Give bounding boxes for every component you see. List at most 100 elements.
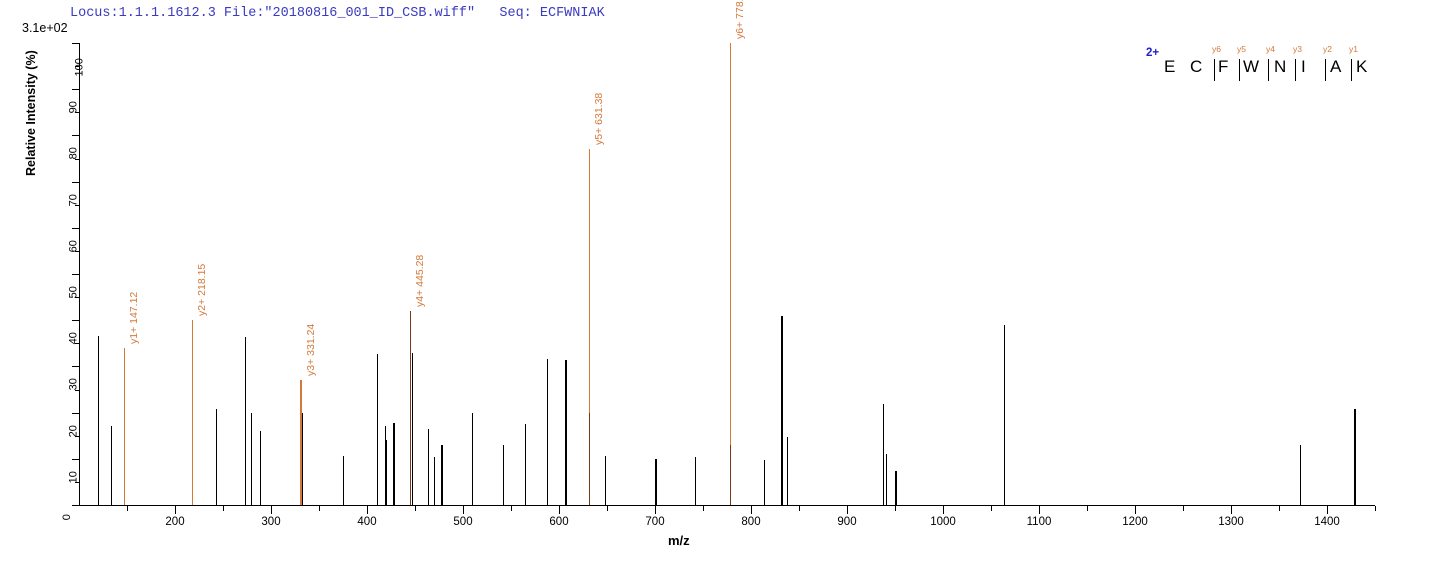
ion-cleavage-tick-y5 [1239, 59, 1240, 81]
y-tick-30 [72, 366, 79, 368]
peak-bar [441, 444, 443, 505]
y-minor-tick [75, 481, 79, 483]
peak-bar [411, 352, 413, 505]
y-tick-50 [72, 274, 79, 275]
y-minor-tick [75, 435, 79, 437]
ion-label-y3: y3 [1293, 44, 1302, 54]
x-minor-tick [607, 506, 608, 511]
x-tick-label-1200: 1200 [1122, 516, 1148, 528]
x-minor-tick [1375, 506, 1376, 511]
x-minor-tick [319, 506, 320, 511]
x-tick-1000 [943, 506, 944, 514]
x-tick-500 [463, 506, 464, 514]
peak-bar [781, 315, 783, 505]
residue-E-1: E [1164, 57, 1176, 76]
ion-cleavage-tick-y4 [1268, 59, 1269, 81]
x-tick-label-1000: 1000 [930, 516, 956, 528]
peak-bar [1299, 444, 1301, 505]
peak-bar [386, 440, 388, 505]
x-tick-300 [271, 506, 272, 514]
peak-bar [377, 353, 379, 505]
x-minor-tick [799, 506, 800, 511]
x-minor-tick [223, 506, 224, 511]
peak-label: y2+ 218.15 [196, 263, 209, 317]
peak-bar-matched [729, 444, 732, 505]
annotation-stem [300, 380, 302, 505]
x-minor-tick [127, 506, 128, 511]
y-minor-tick [75, 389, 79, 391]
peak-bar [97, 336, 100, 505]
x-minor-tick [1279, 506, 1280, 511]
y-tick-60 [72, 227, 79, 229]
y-tick-20 [72, 412, 79, 414]
x-tick-800 [751, 506, 752, 514]
y-minor-tick [75, 297, 79, 299]
plot-area: 0 10 20 30 40 50 60 70 80 90 100 200 300 400 500 600 70… [61, 0, 1376, 528]
x-tick-1200 [1135, 506, 1136, 514]
peak-label: y5+ 631.38 [593, 92, 606, 146]
peak-label: y1+ 147.12 [128, 291, 141, 344]
peak-bar [342, 456, 344, 505]
x-tick-1300 [1231, 506, 1232, 514]
y-axis-line [79, 43, 80, 505]
x-minor-tick [415, 506, 416, 511]
x-minor-tick [1087, 506, 1088, 511]
residue-F-3: F [1218, 57, 1229, 76]
y-minor-tick [75, 343, 79, 345]
x-minor-tick [895, 506, 896, 511]
y-tick-80 [72, 135, 79, 137]
peak-bar [565, 360, 567, 505]
peak-bar [1354, 409, 1356, 505]
peak-bar [546, 359, 549, 505]
x-tick-label-900: 900 [837, 516, 857, 528]
y-tick-70 [72, 181, 79, 183]
x-axis-line [79, 505, 1375, 506]
peak-bar [604, 455, 606, 505]
peak-bar [215, 408, 218, 505]
precursor-charge-label: 2+ [1146, 47, 1160, 59]
peak-bar [433, 456, 435, 505]
y-minor-tick [75, 158, 79, 160]
peak-bar [393, 423, 395, 505]
x-tick-label-500: 500 [453, 516, 473, 528]
annotation-stem [729, 43, 731, 505]
spectrum-header: Locus:1.1.1.1612.3 File:"20180816_001_ID… [70, 6, 605, 21]
x-tick-200 [175, 506, 176, 514]
x-tick-label-400: 400 [357, 516, 377, 528]
peak-bar [885, 454, 888, 505]
ion-label-y1: y1 [1349, 44, 1358, 54]
x-tick-1400 [1327, 506, 1328, 514]
y-tick-0 [72, 505, 79, 506]
y-minor-tick [75, 204, 79, 206]
y-minor-tick [75, 66, 79, 68]
ion-label-y5: y5 [1237, 44, 1246, 54]
peak-bar [786, 436, 789, 505]
peak-bar [110, 426, 112, 505]
x-tick-label-1300: 1300 [1218, 516, 1244, 528]
x-tick-label-1100: 1100 [1026, 516, 1052, 528]
peak-label: y3+ 331.24 [304, 323, 317, 377]
y-tick-90 [72, 89, 79, 91]
x-minor-tick [1183, 506, 1184, 511]
intensity-scale-label: 3.1e+02 [22, 21, 68, 35]
annotation-stem [123, 347, 125, 505]
x-tick-label-600: 600 [549, 516, 569, 528]
x-tick-900 [847, 506, 848, 514]
x-tick-700 [655, 506, 656, 514]
peak-bar [259, 431, 262, 505]
residue-W-4: W [1243, 57, 1260, 76]
x-tick-600 [559, 506, 560, 514]
residue-I-6: I [1301, 57, 1306, 76]
ion-cleavage-tick-y2 [1325, 59, 1326, 81]
annotation-stem [588, 149, 590, 505]
peak-bar-matched [409, 310, 412, 505]
x-tick-400 [367, 506, 368, 514]
ion-label-y2: y2 [1323, 44, 1332, 54]
x-tick-label-700: 700 [645, 516, 665, 528]
peak-bar [384, 426, 387, 505]
residue-N-5: N [1274, 57, 1287, 76]
ion-label-y6: y6 [1212, 44, 1221, 54]
peak-bar-matched [588, 412, 590, 505]
x-tick-1100 [1039, 506, 1040, 514]
y-tick-label-100: 100 [73, 58, 86, 77]
